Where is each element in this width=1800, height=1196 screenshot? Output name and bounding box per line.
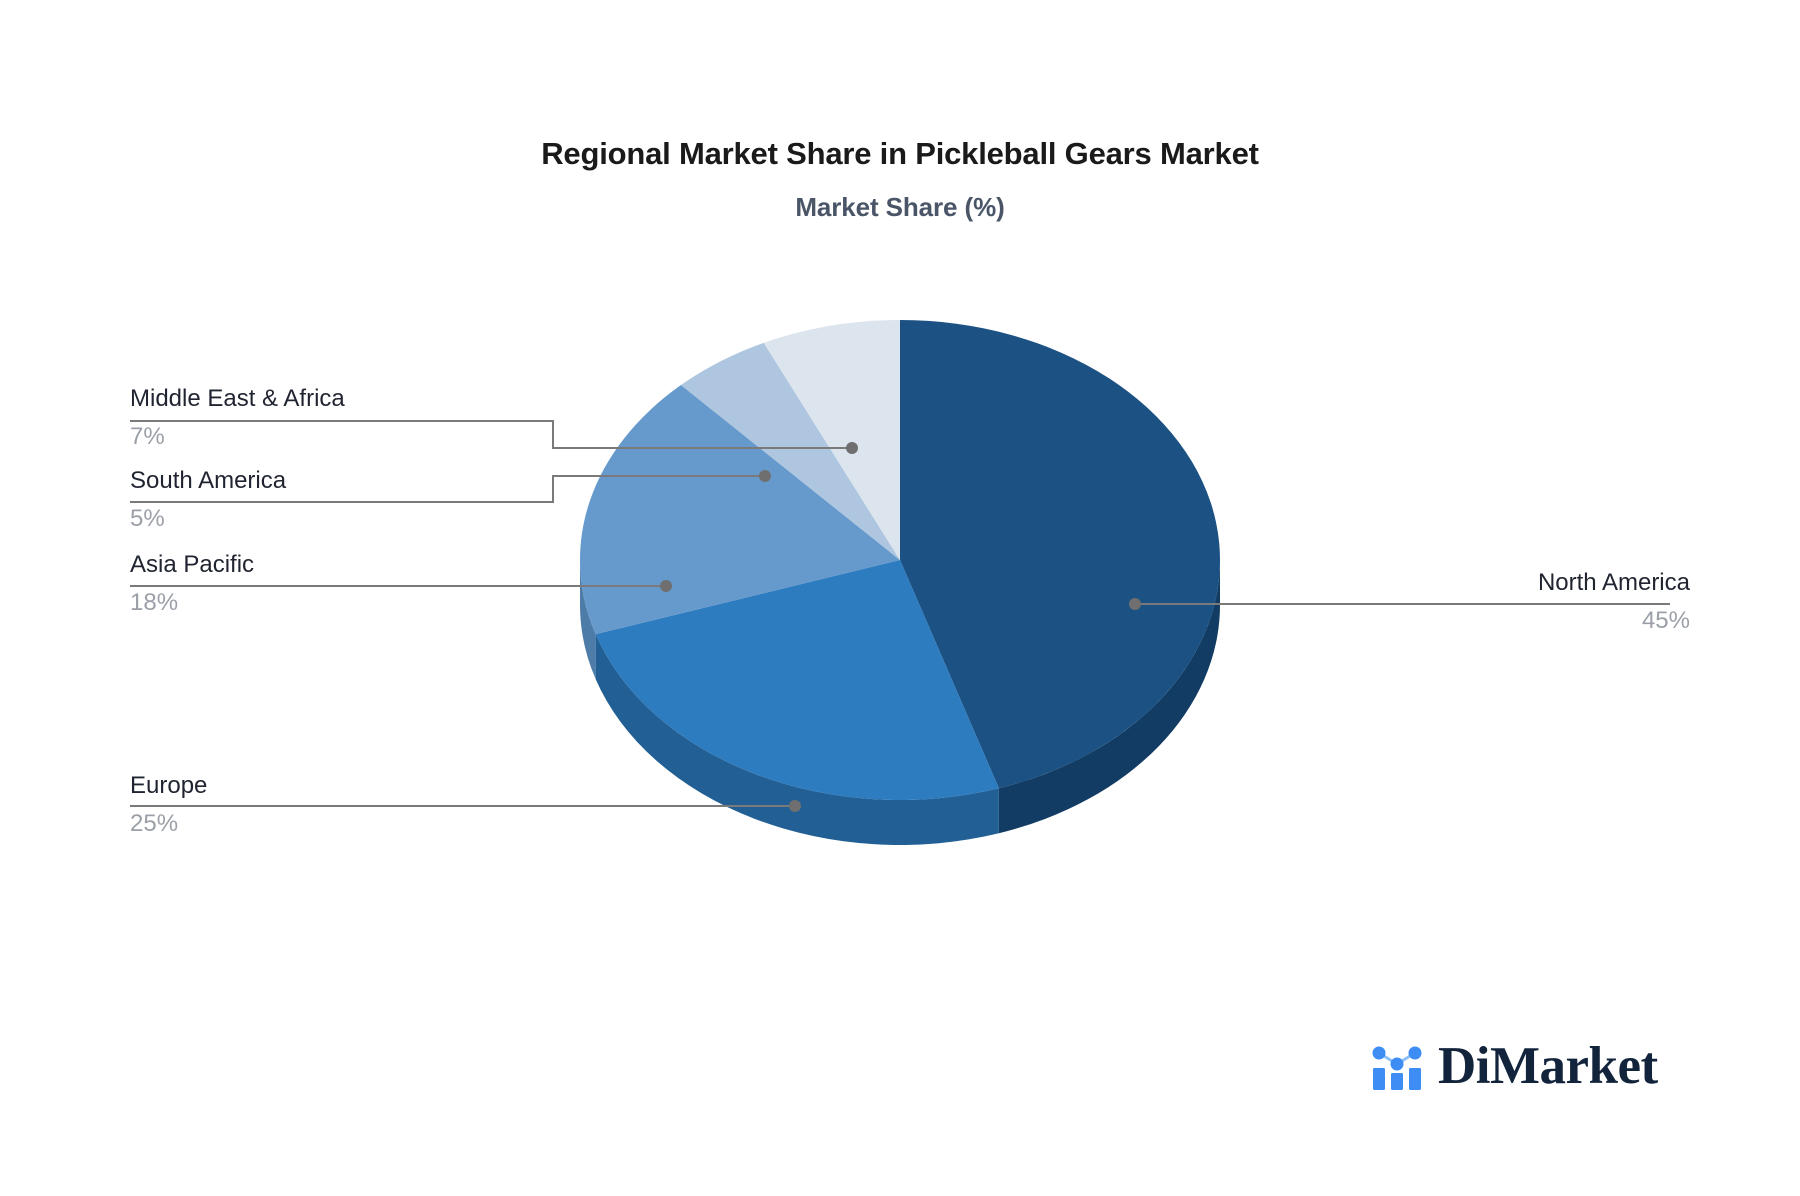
chart-title: Regional Market Share in Pickleball Gear… xyxy=(541,136,1259,171)
callout-label-middle-east-africa: Middle East & Africa xyxy=(130,385,345,412)
callout-value-asia-pacific: 18% xyxy=(130,589,179,616)
leader-dot-europe xyxy=(789,800,801,812)
chart-subtitle: Market Share (%) xyxy=(795,192,1005,222)
side-wall-asia-pacific xyxy=(580,560,596,680)
pie-slice-south-america[interactable] xyxy=(680,342,900,560)
pie-slice-middle-east-africa[interactable] xyxy=(763,320,900,560)
brand-name: DiMarket xyxy=(1438,1037,1658,1095)
pie-slice-europe[interactable] xyxy=(595,560,999,800)
callout-europe: Europe 25% xyxy=(130,771,207,839)
callout-label-europe: Europe xyxy=(130,772,208,799)
callout-label-south-america: South America xyxy=(130,467,287,494)
leader-dot-asia-pacific xyxy=(660,580,672,592)
callout-value-south-america: 5% xyxy=(130,505,165,532)
leader-dot-middle-east-africa xyxy=(846,442,858,454)
callout-value-europe: 25% xyxy=(130,810,179,837)
leader-dot-south-america xyxy=(759,470,771,482)
callout-asia-pacific: Asia Pacific 18% xyxy=(130,550,254,618)
leader-line-south-america xyxy=(130,475,765,503)
pie-slice-north-america[interactable] xyxy=(900,320,1220,789)
bar-chart-icon xyxy=(1372,1046,1422,1090)
leader-dot-north-america xyxy=(1129,598,1141,610)
leader-line-middle-east-africa xyxy=(130,420,852,449)
callout-value-middle-east-africa: 7% xyxy=(130,423,165,450)
callout-north-america: North America 45% xyxy=(1538,568,1690,636)
side-wall-north-america xyxy=(998,560,1220,834)
callout-middle-east-africa: Middle East & Africa 7% xyxy=(130,384,345,452)
callout-south-america: South America 5% xyxy=(130,466,286,534)
brand-logo: DiMarket xyxy=(1370,1040,1658,1093)
callout-label-asia-pacific: Asia Pacific xyxy=(130,551,255,578)
callout-value-north-america: 45% xyxy=(1641,607,1690,634)
callout-label-north-america: North America xyxy=(1537,569,1690,596)
